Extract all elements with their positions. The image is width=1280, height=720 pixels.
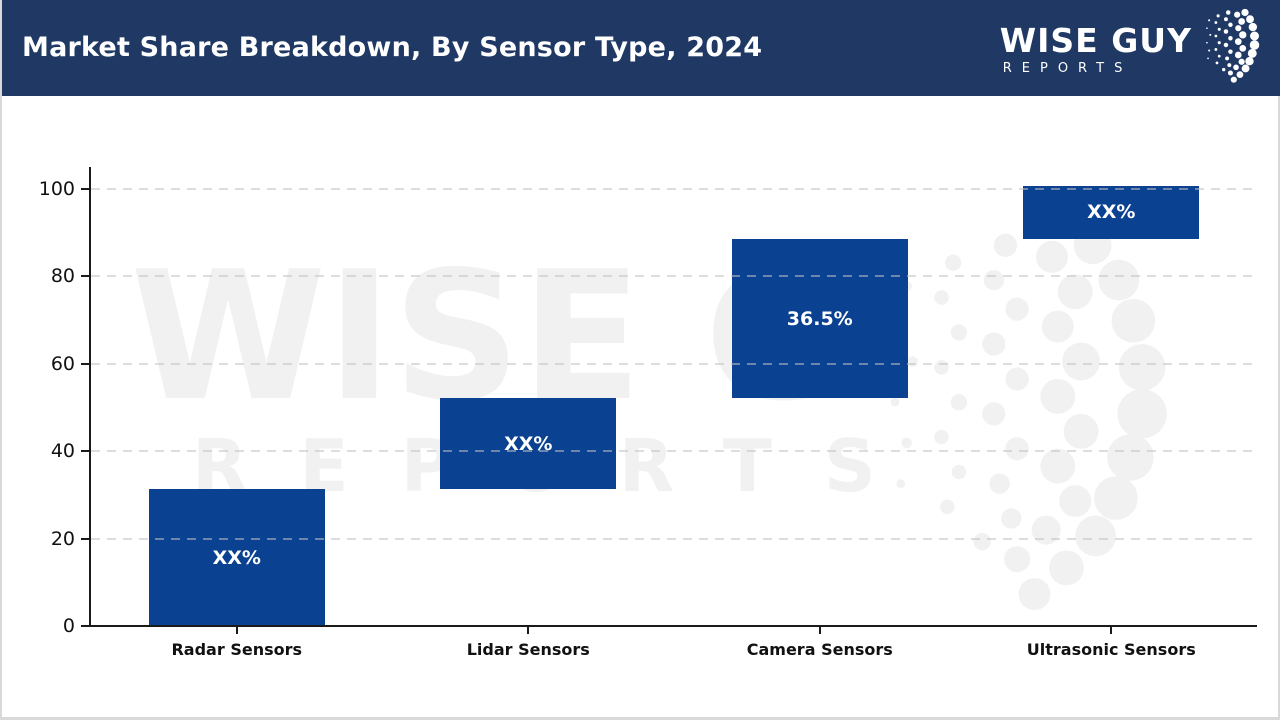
gridline bbox=[91, 187, 1257, 190]
gridline bbox=[91, 450, 1257, 453]
y-tick-label: 20 bbox=[50, 527, 75, 550]
bar-value-label: XX% bbox=[212, 546, 261, 569]
bar: XX% bbox=[1023, 185, 1200, 239]
x-axis-label: Ultrasonic Sensors bbox=[1026, 640, 1196, 659]
y-tick-mark bbox=[81, 537, 90, 540]
x-axis-label: Radar Sensors bbox=[171, 640, 303, 659]
bar-value-label: XX% bbox=[504, 432, 553, 455]
app-header: Market Share Breakdown, By Sensor Type, … bbox=[2, 0, 1280, 96]
bar: 36.5% bbox=[731, 238, 908, 399]
y-tick-mark bbox=[81, 625, 90, 627]
y-tick-label: 60 bbox=[50, 352, 75, 375]
gridline bbox=[91, 537, 1257, 540]
bar-value-label: XX% bbox=[1087, 201, 1136, 224]
bar: XX% bbox=[148, 489, 325, 626]
y-axis-line bbox=[89, 167, 91, 627]
x-axis-label: Camera Sensors bbox=[746, 640, 893, 659]
brand-logo-primary: WISE GUY bbox=[999, 21, 1192, 61]
y-tick-mark bbox=[81, 187, 90, 190]
y-tick-label: 100 bbox=[38, 177, 75, 200]
brand-logo-text: WISE GUY REPORTS bbox=[1000, 24, 1192, 76]
y-tick-mark bbox=[81, 362, 90, 365]
page-title: Market Share Breakdown, By Sensor Type, … bbox=[22, 32, 763, 63]
bar-value-label: 36.5% bbox=[786, 307, 853, 330]
y-tick-mark bbox=[81, 450, 90, 453]
brand-logo: WISE GUY REPORTS bbox=[1000, 8, 1268, 92]
y-tick-label: 40 bbox=[50, 440, 75, 463]
x-tick-mark bbox=[527, 627, 530, 634]
x-tick-mark bbox=[235, 627, 238, 634]
x-axis-label: Lidar Sensors bbox=[466, 640, 590, 659]
y-tick-label: 80 bbox=[50, 265, 75, 288]
y-tick-label: 0 bbox=[62, 615, 75, 637]
gridline bbox=[91, 275, 1257, 278]
x-axis-line bbox=[89, 625, 1257, 627]
gridline bbox=[91, 362, 1257, 365]
x-tick-mark bbox=[818, 627, 821, 634]
bar: XX% bbox=[440, 398, 617, 490]
brand-logo-secondary: REPORTS bbox=[1002, 60, 1133, 76]
y-tick-mark bbox=[81, 275, 90, 278]
x-tick-mark bbox=[1110, 627, 1113, 634]
